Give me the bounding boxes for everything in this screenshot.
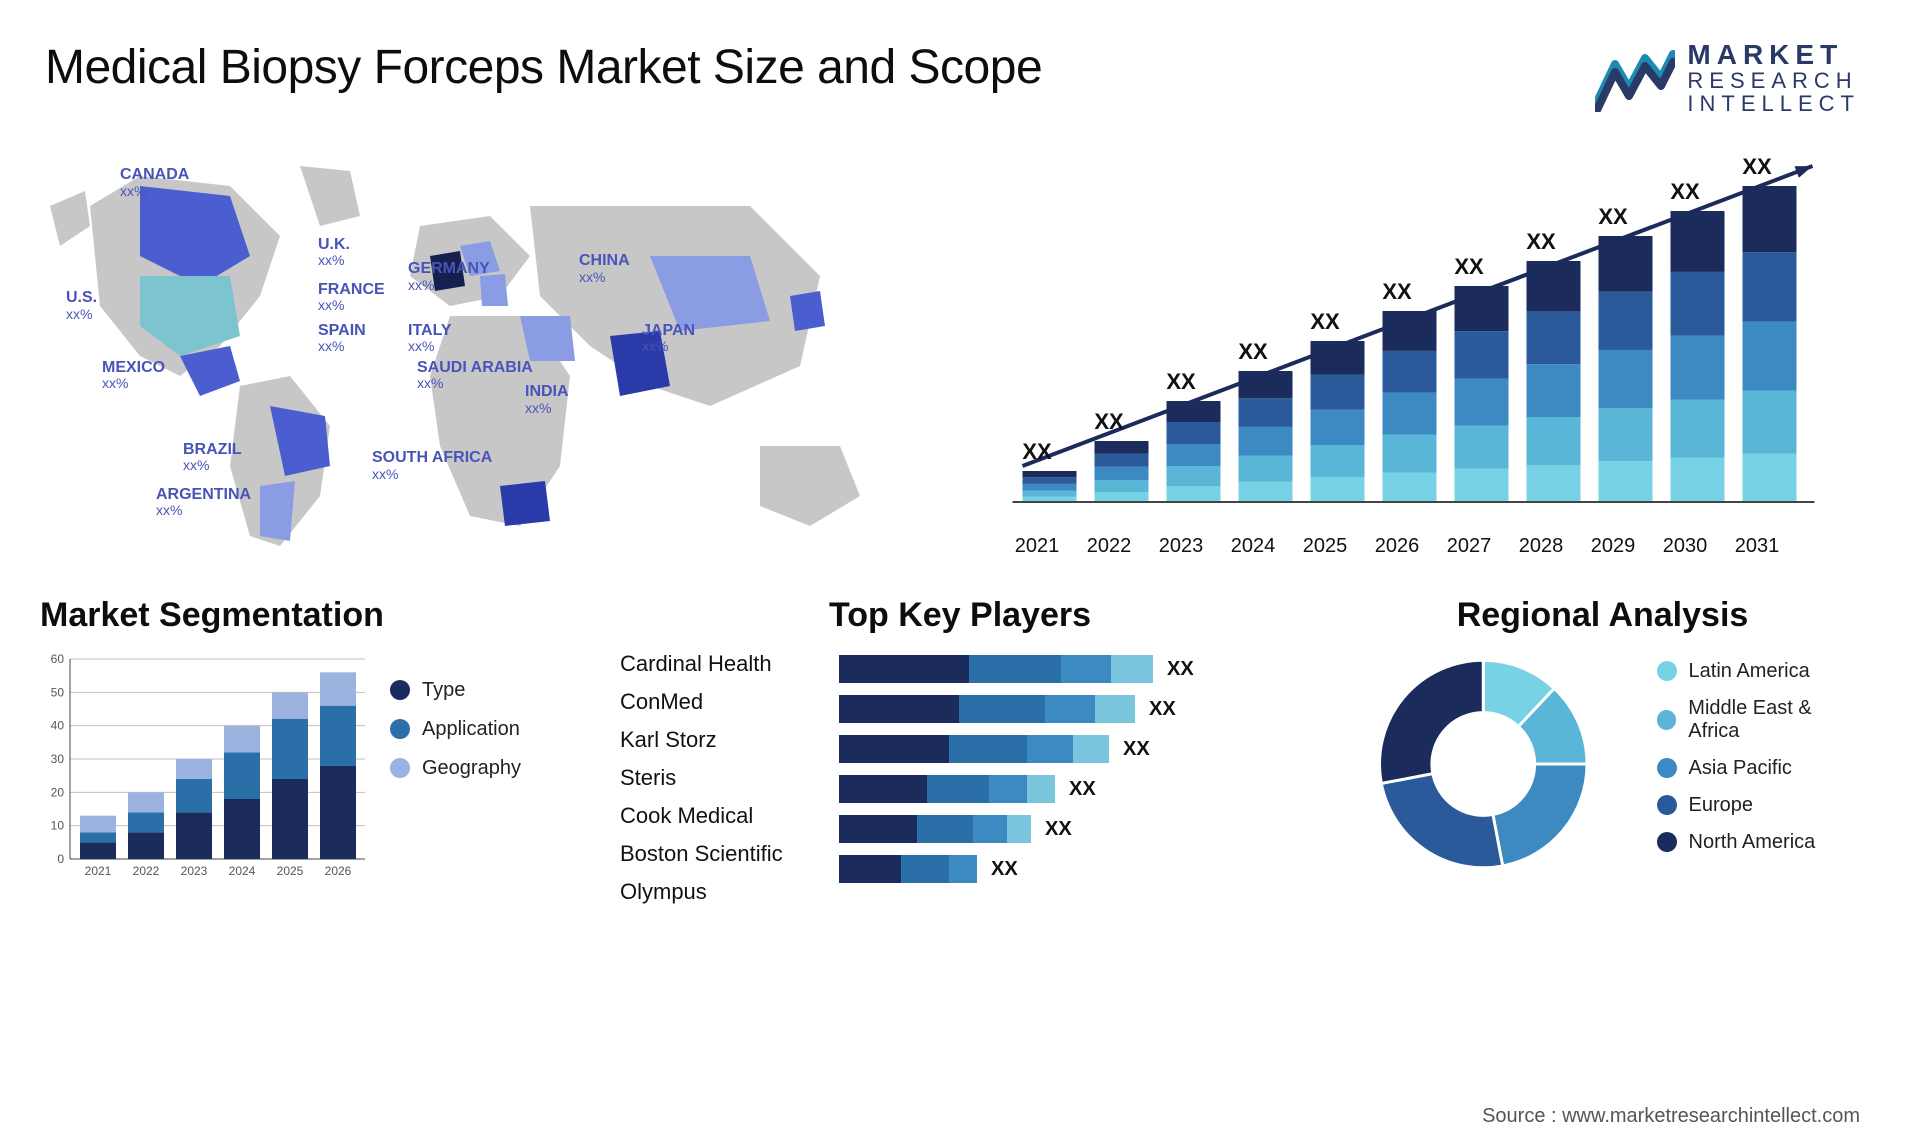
growth-year-label: 2021 <box>1007 535 1067 558</box>
svg-text:XX: XX <box>1149 698 1176 720</box>
lower-row: Market Segmentation 0 10 20 30 40 50 60 2021 202… <box>0 556 1920 905</box>
key-players-names: Cardinal Health ConMed Karl Storz Steris Coo… <box>620 649 830 905</box>
segmentation-legend: Type Application Geography <box>390 649 521 879</box>
segmentation-chart: 0 10 20 30 40 50 60 2021 2022 2023 2024 2025 2026 <box>40 649 370 879</box>
map-label: SOUTH AFRICAxx% <box>372 449 492 482</box>
key-player-name: ConMed <box>620 689 830 715</box>
segmentation-title: Market Segmentation <box>40 596 580 635</box>
key-player-name: Cardinal Health <box>620 651 830 677</box>
svg-text:10: 10 <box>51 818 65 832</box>
svg-text:50: 50 <box>51 685 65 699</box>
key-players-chart: XX XX XX XX XX XX <box>830 649 1300 889</box>
legend-item: Europe <box>1657 794 1865 817</box>
legend-item: Geography <box>390 757 521 780</box>
map-label: FRANCExx% <box>318 281 385 314</box>
map-label: INDIAxx% <box>525 383 569 416</box>
svg-text:0: 0 <box>57 852 64 866</box>
svg-text:XX: XX <box>991 858 1018 880</box>
growth-year-label: 2028 <box>1511 535 1571 558</box>
svg-text:XX: XX <box>1045 818 1072 840</box>
map-label: CANADAxx% <box>120 166 189 199</box>
growth-value-label: XX <box>1655 179 1715 205</box>
growth-year-label: 2029 <box>1583 535 1643 558</box>
source-text: Source : www.marketresearchintellect.com <box>1482 1105 1860 1128</box>
legend-item: Middle East & Africa <box>1657 697 1865 743</box>
growth-chart: 2021 XX 2022 XX 2023 XX 2024 XX 2025 XX 2026 XX 2027… <box>970 146 1865 556</box>
key-player-name: Karl Storz <box>620 727 830 753</box>
map-label: GERMANYxx% <box>408 260 490 293</box>
map-label: SAUDI ARABIAxx% <box>417 359 533 392</box>
map-label: JAPANxx% <box>642 322 695 355</box>
svg-text:30: 30 <box>51 752 65 766</box>
logo-icon <box>1595 44 1675 112</box>
growth-year-label: 2026 <box>1367 535 1427 558</box>
svg-text:2024: 2024 <box>229 864 256 878</box>
growth-value-label: XX <box>1583 204 1643 230</box>
map-label: BRAZILxx% <box>183 441 242 474</box>
svg-text:2022: 2022 <box>133 864 160 878</box>
growth-year-label: 2022 <box>1079 535 1139 558</box>
growth-value-label: XX <box>1223 339 1283 365</box>
key-player-name: Boston Scientific <box>620 841 830 867</box>
map-label: U.K.xx% <box>318 236 350 269</box>
key-players-title: Top Key Players <box>620 596 1300 635</box>
svg-text:XX: XX <box>1123 738 1150 760</box>
growth-value-label: XX <box>1295 309 1355 335</box>
svg-text:40: 40 <box>51 718 65 732</box>
svg-text:2025: 2025 <box>277 864 304 878</box>
growth-value-label: XX <box>1151 369 1211 395</box>
svg-text:20: 20 <box>51 785 65 799</box>
key-player-name: Steris <box>620 765 830 791</box>
page-title: Medical Biopsy Forceps Market Size and S… <box>45 40 1042 95</box>
regional-title: Regional Analysis <box>1340 596 1865 635</box>
growth-value-label: XX <box>1007 439 1067 465</box>
legend-item: North America <box>1657 831 1865 854</box>
map-label: ITALYxx% <box>408 322 452 355</box>
svg-text:2021: 2021 <box>85 864 112 878</box>
growth-year-label: 2031 <box>1727 535 1787 558</box>
key-player-name: Cook Medical <box>620 803 830 829</box>
logo-text: MARKET RESEARCH INTELLECT <box>1687 40 1860 116</box>
legend-item: Type <box>390 679 521 702</box>
map-label: ARGENTINAxx% <box>156 486 251 519</box>
upper-row: CANADAxx% U.S.xx% MEXICOxx% BRAZILxx% ARGENT… <box>0 136 1920 556</box>
brand-logo: MARKET RESEARCH INTELLECT <box>1595 40 1860 116</box>
svg-text:XX: XX <box>1167 658 1194 680</box>
header: Medical Biopsy Forceps Market Size and S… <box>0 0 1920 136</box>
growth-year-label: 2023 <box>1151 535 1211 558</box>
growth-year-label: 2027 <box>1439 535 1499 558</box>
map-label: MEXICOxx% <box>102 359 165 392</box>
svg-text:2023: 2023 <box>181 864 208 878</box>
regional-legend: Latin America Middle East & Africa Asia Pa… <box>1657 660 1865 868</box>
key-player-name: Olympus <box>620 879 830 905</box>
growth-value-label: XX <box>1439 254 1499 280</box>
regional-panel: Regional Analysis Latin America Middle Ea… <box>1340 596 1865 905</box>
growth-year-label: 2030 <box>1655 535 1715 558</box>
svg-text:2026: 2026 <box>325 864 352 878</box>
map-label: CHINAxx% <box>579 252 630 285</box>
growth-value-label: XX <box>1079 409 1139 435</box>
legend-item: Latin America <box>1657 660 1865 683</box>
growth-year-label: 2024 <box>1223 535 1283 558</box>
regional-donut <box>1340 649 1627 879</box>
svg-text:60: 60 <box>51 652 65 666</box>
growth-value-label: XX <box>1727 154 1787 180</box>
growth-year-label: 2025 <box>1295 535 1355 558</box>
svg-text:XX: XX <box>1069 778 1096 800</box>
growth-value-label: XX <box>1511 229 1571 255</box>
world-map: CANADAxx% U.S.xx% MEXICOxx% BRAZILxx% ARGENT… <box>30 146 930 556</box>
key-players-panel: Top Key Players Cardinal Health ConMed Kar… <box>620 596 1300 905</box>
map-label: U.S.xx% <box>66 289 97 322</box>
legend-item: Application <box>390 718 521 741</box>
map-label: SPAINxx% <box>318 322 366 355</box>
growth-value-label: XX <box>1367 279 1427 305</box>
segmentation-panel: Market Segmentation 0 10 20 30 40 50 60 2021 202… <box>40 596 580 905</box>
legend-item: Asia Pacific <box>1657 757 1865 780</box>
